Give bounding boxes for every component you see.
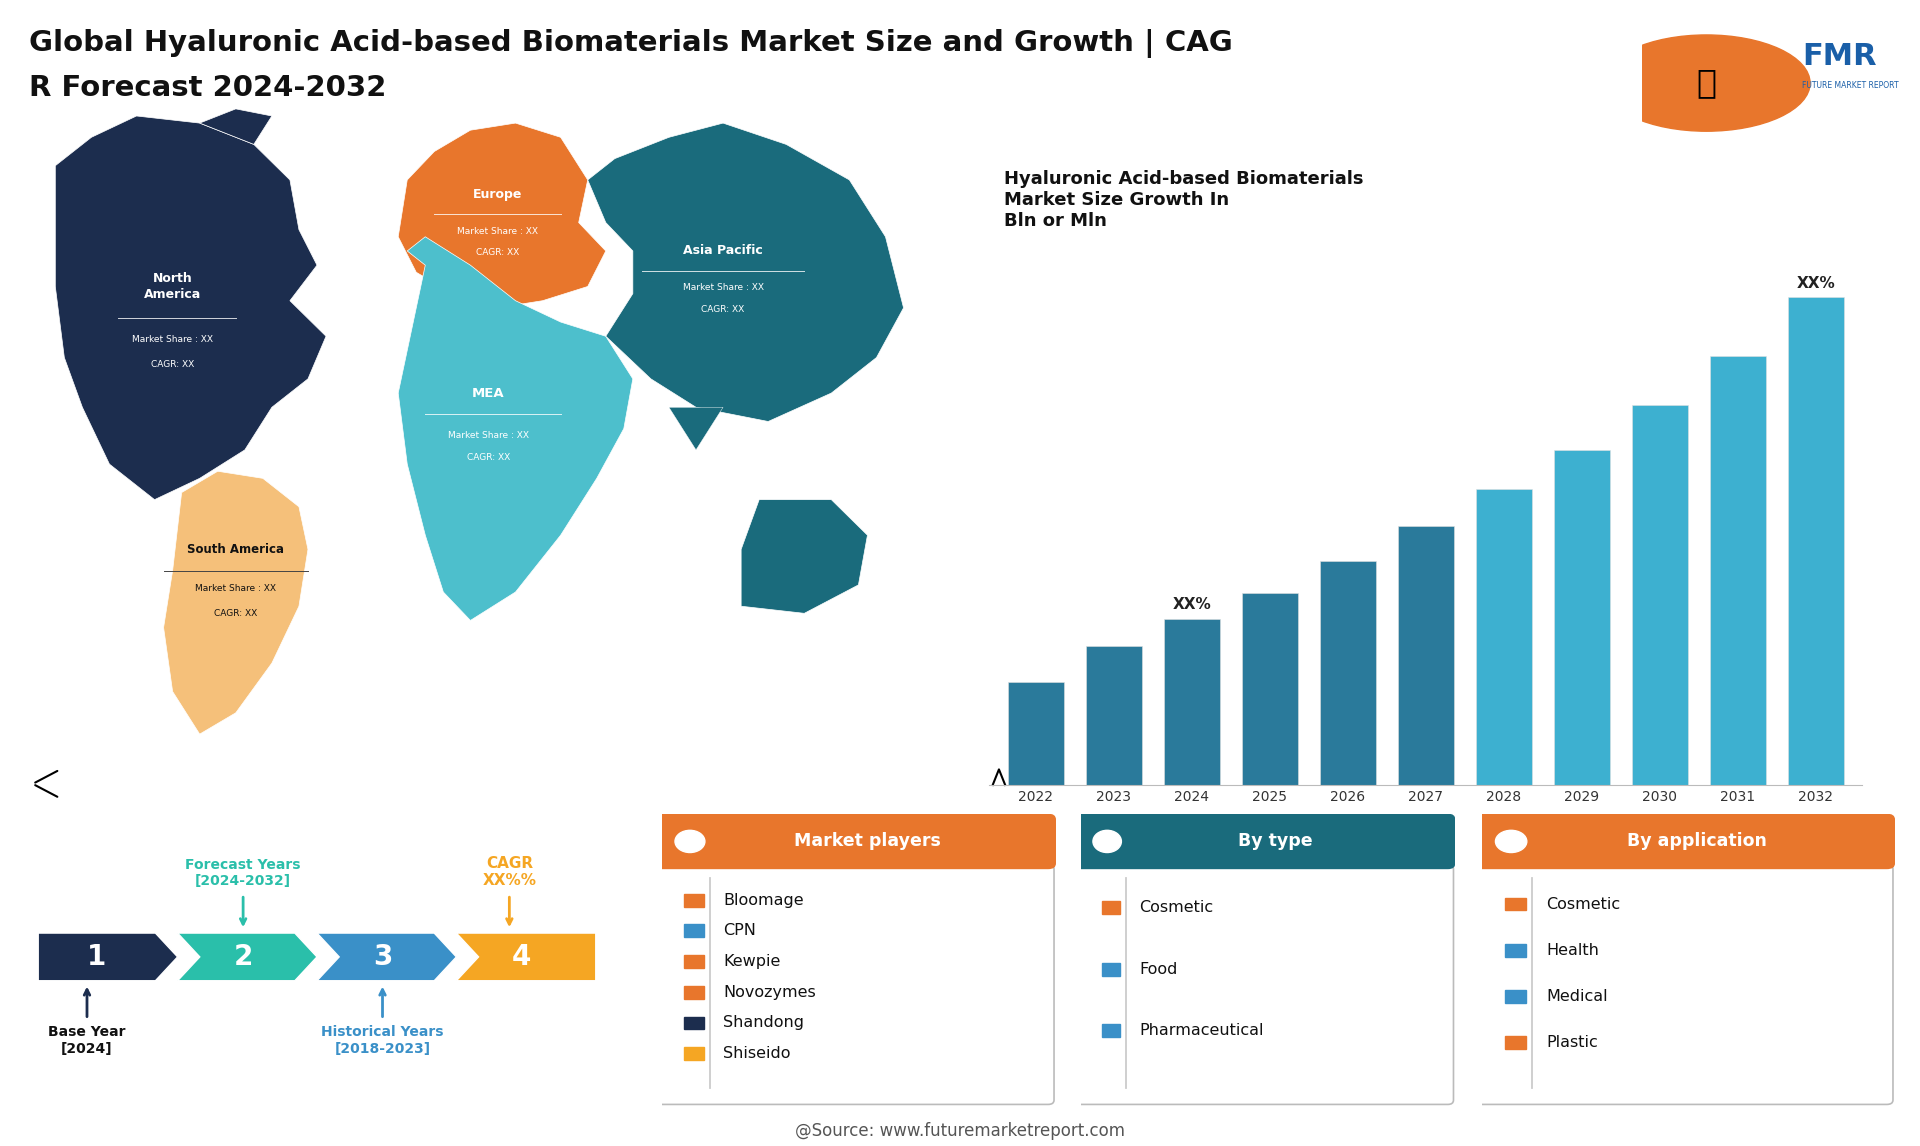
Circle shape bbox=[1603, 34, 1811, 132]
Text: 4: 4 bbox=[513, 943, 532, 971]
Text: Health: Health bbox=[1546, 943, 1599, 958]
Text: South America: South America bbox=[188, 543, 284, 556]
Polygon shape bbox=[56, 116, 326, 500]
Text: Market Share : XX: Market Share : XX bbox=[132, 336, 213, 344]
FancyBboxPatch shape bbox=[1073, 814, 1455, 869]
Polygon shape bbox=[668, 407, 724, 450]
Bar bbox=[1475, 489, 1532, 785]
FancyBboxPatch shape bbox=[655, 814, 1056, 869]
Bar bbox=[1505, 1036, 1526, 1049]
Text: North
America: North America bbox=[144, 273, 202, 300]
Text: CPN: CPN bbox=[724, 924, 756, 939]
Text: 1: 1 bbox=[86, 943, 106, 971]
Polygon shape bbox=[200, 109, 273, 144]
Bar bbox=[684, 986, 705, 998]
Text: Market Share : XX: Market Share : XX bbox=[684, 283, 764, 292]
Polygon shape bbox=[177, 933, 317, 981]
Text: Market Share : XX: Market Share : XX bbox=[196, 584, 276, 592]
Circle shape bbox=[1496, 831, 1526, 853]
Bar bbox=[1788, 297, 1843, 785]
Circle shape bbox=[676, 831, 705, 853]
Text: CAGR: XX: CAGR: XX bbox=[467, 453, 511, 462]
Text: Forecast Years
[2024-2032]: Forecast Years [2024-2032] bbox=[186, 858, 301, 888]
Text: Pharmaceutical: Pharmaceutical bbox=[1139, 1023, 1263, 1038]
Text: CAGR: XX: CAGR: XX bbox=[152, 360, 194, 369]
Text: Kewpie: Kewpie bbox=[724, 955, 781, 970]
Text: Medical: Medical bbox=[1546, 989, 1607, 1004]
Polygon shape bbox=[317, 933, 457, 981]
Text: Bloomage: Bloomage bbox=[724, 893, 804, 908]
Text: MEA: MEA bbox=[472, 386, 505, 400]
Text: 3: 3 bbox=[372, 943, 392, 971]
Text: XX%: XX% bbox=[1797, 276, 1836, 291]
Polygon shape bbox=[38, 933, 177, 981]
Polygon shape bbox=[163, 471, 307, 735]
Bar bbox=[1319, 562, 1375, 785]
Text: Market Share : XX: Market Share : XX bbox=[447, 431, 528, 440]
Bar bbox=[1553, 450, 1609, 785]
Bar bbox=[1242, 592, 1298, 785]
FancyBboxPatch shape bbox=[1476, 865, 1893, 1105]
Text: Europe: Europe bbox=[472, 188, 522, 201]
Text: Plastic: Plastic bbox=[1546, 1035, 1597, 1050]
Text: Market players: Market players bbox=[793, 832, 941, 850]
Text: Shandong: Shandong bbox=[724, 1015, 804, 1030]
Bar bbox=[1505, 943, 1526, 957]
Text: CAGR: XX: CAGR: XX bbox=[476, 248, 518, 257]
Text: 👤: 👤 bbox=[1697, 66, 1716, 100]
Bar bbox=[1102, 963, 1119, 975]
Text: Hyaluronic Acid-based Biomaterials
Market Size Growth In
Bln or Mln: Hyaluronic Acid-based Biomaterials Marke… bbox=[1004, 171, 1363, 230]
Text: Shiseido: Shiseido bbox=[724, 1046, 791, 1061]
Text: FMR: FMR bbox=[1803, 42, 1878, 71]
Bar bbox=[1102, 902, 1119, 915]
Text: Global Hyaluronic Acid-based Biomaterials Market Size and Growth | CAG: Global Hyaluronic Acid-based Biomaterial… bbox=[29, 29, 1233, 57]
Text: FUTURE MARKET REPORT: FUTURE MARKET REPORT bbox=[1803, 81, 1899, 91]
Text: CAGR
XX%%: CAGR XX%% bbox=[482, 856, 536, 888]
Polygon shape bbox=[741, 500, 868, 613]
Bar bbox=[684, 1017, 705, 1029]
Text: Historical Years
[2018-2023]: Historical Years [2018-2023] bbox=[321, 1026, 444, 1055]
Bar bbox=[1008, 682, 1064, 785]
FancyBboxPatch shape bbox=[657, 865, 1054, 1105]
Text: CAGR: XX: CAGR: XX bbox=[701, 305, 745, 314]
Text: @Source: www.futuremarketreport.com: @Source: www.futuremarketreport.com bbox=[795, 1122, 1125, 1140]
Text: R Forecast 2024-2032: R Forecast 2024-2032 bbox=[29, 74, 386, 102]
Text: Cosmetic: Cosmetic bbox=[1139, 901, 1213, 916]
Text: 2: 2 bbox=[234, 943, 253, 971]
Text: Base Year
[2024]: Base Year [2024] bbox=[48, 1026, 125, 1055]
FancyBboxPatch shape bbox=[1075, 865, 1453, 1105]
Bar bbox=[1085, 646, 1142, 785]
Bar bbox=[684, 894, 705, 906]
Bar bbox=[684, 955, 705, 968]
Bar bbox=[1505, 990, 1526, 1003]
Bar bbox=[1709, 355, 1766, 785]
Polygon shape bbox=[588, 123, 904, 422]
Text: Market Share : XX: Market Share : XX bbox=[457, 227, 538, 236]
Text: CAGR: XX: CAGR: XX bbox=[215, 609, 257, 618]
Bar bbox=[684, 1047, 705, 1060]
FancyBboxPatch shape bbox=[1475, 814, 1895, 869]
Polygon shape bbox=[457, 933, 595, 981]
Text: By type: By type bbox=[1238, 832, 1313, 850]
Bar bbox=[1398, 526, 1453, 785]
Bar bbox=[684, 925, 705, 937]
Text: By application: By application bbox=[1626, 832, 1766, 850]
Bar bbox=[1505, 897, 1526, 911]
Text: Asia Pacific: Asia Pacific bbox=[684, 244, 762, 258]
Text: Novozymes: Novozymes bbox=[724, 984, 816, 999]
Polygon shape bbox=[397, 123, 607, 308]
Polygon shape bbox=[397, 237, 634, 620]
Text: XX%: XX% bbox=[1173, 597, 1212, 612]
Text: Food: Food bbox=[1139, 961, 1177, 976]
Bar bbox=[1632, 405, 1688, 785]
Text: Cosmetic: Cosmetic bbox=[1546, 896, 1620, 911]
Bar bbox=[1102, 1025, 1119, 1037]
Circle shape bbox=[1092, 831, 1121, 853]
Bar bbox=[1164, 619, 1219, 785]
